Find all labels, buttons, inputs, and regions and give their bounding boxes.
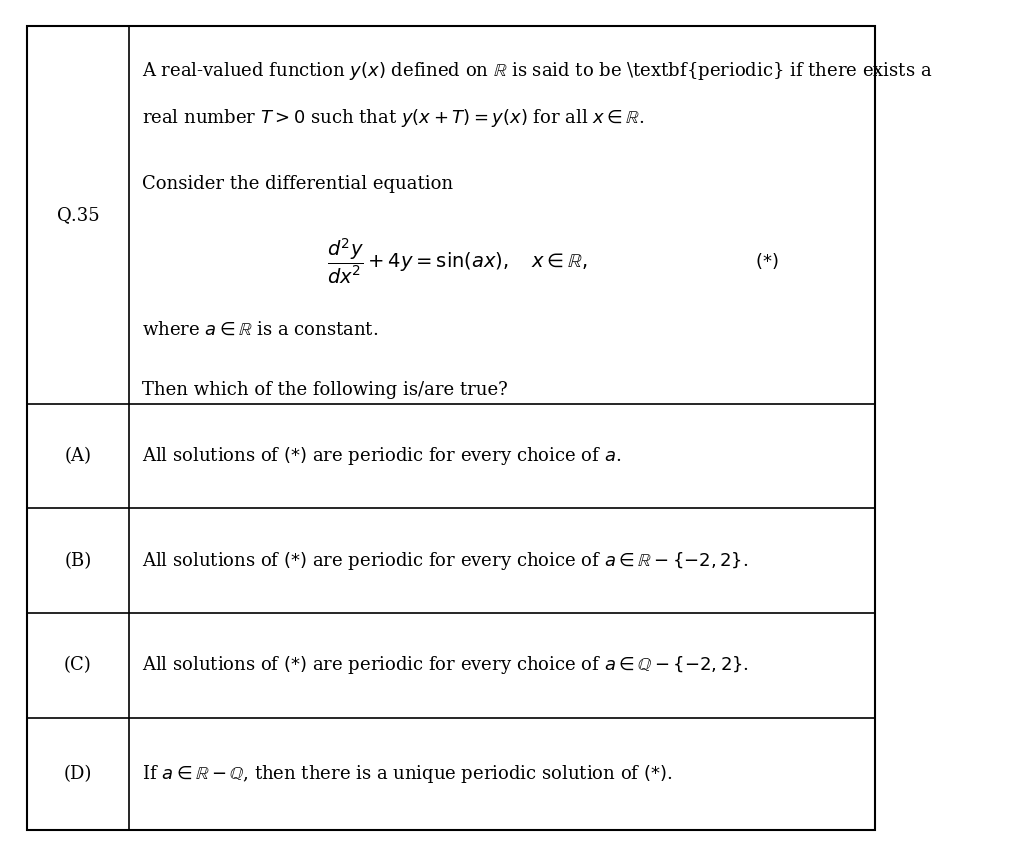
Text: Then which of the following is/are true?: Then which of the following is/are true?	[142, 381, 508, 399]
Text: Consider the differential equation: Consider the differential equation	[142, 175, 454, 193]
Text: A real-valued function $y(x)$ defined on $\mathbb{R}$ is said to be \textbf{peri: A real-valued function $y(x)$ defined on…	[142, 60, 933, 82]
Text: All solutions of $(*)$ are periodic for every choice of $a \in \mathbb{R} - \{-2: All solutions of $(*)$ are periodic for …	[142, 550, 749, 572]
Text: (A): (A)	[65, 447, 91, 465]
Text: (D): (D)	[63, 765, 92, 783]
Text: (B): (B)	[65, 552, 91, 570]
Text: Q.35: Q.35	[56, 205, 99, 223]
Text: All solutions of $(*)$ are periodic for every choice of $a$.: All solutions of $(*)$ are periodic for …	[142, 445, 622, 467]
Text: $\dfrac{d^2y}{dx^2} + 4y = \sin(ax), \quad x \in \mathbb{R},$: $\dfrac{d^2y}{dx^2} + 4y = \sin(ax), \qu…	[327, 236, 587, 286]
Text: $(*)$: $(*)$	[755, 251, 778, 271]
Text: real number $T > 0$ such that $y(x + T) = y(x)$ for all $x \in \mathbb{R}$.: real number $T > 0$ such that $y(x + T) …	[142, 107, 645, 129]
Text: All solutions of $(*)$ are periodic for every choice of $a \in \mathbb{Q} - \{-2: All solutions of $(*)$ are periodic for …	[142, 654, 750, 676]
Text: If $a \in \mathbb{R} - \mathbb{Q}$, then there is a unique periodic solution of : If $a \in \mathbb{R} - \mathbb{Q}$, then…	[142, 763, 673, 785]
Text: where $a \in \mathbb{R}$ is a constant.: where $a \in \mathbb{R}$ is a constant.	[142, 321, 379, 339]
Text: (C): (C)	[65, 657, 92, 675]
